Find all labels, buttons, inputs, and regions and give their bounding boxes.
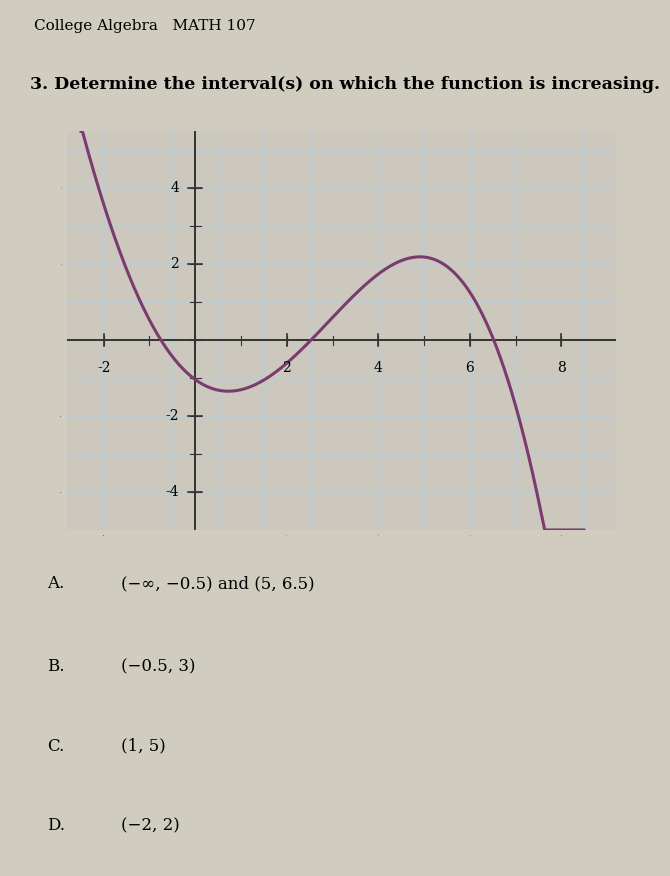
Text: 4: 4 — [374, 361, 383, 375]
Text: -2: -2 — [97, 361, 111, 375]
Text: C.: C. — [47, 738, 64, 754]
Text: D.: D. — [47, 817, 65, 834]
Text: B.: B. — [47, 658, 64, 675]
Text: A.: A. — [47, 575, 64, 592]
Text: 8: 8 — [557, 361, 566, 375]
Text: (−0.5, 3): (−0.5, 3) — [121, 658, 195, 675]
Text: 6: 6 — [466, 361, 474, 375]
Text: College Algebra   MATH 107: College Algebra MATH 107 — [34, 18, 255, 32]
Text: (−∞, −0.5) and (5, 6.5): (−∞, −0.5) and (5, 6.5) — [121, 575, 314, 592]
Text: -4: -4 — [165, 485, 179, 499]
Text: 3. Determine the interval(s) on which the function is increasing.: 3. Determine the interval(s) on which th… — [30, 76, 660, 93]
Text: 2: 2 — [170, 258, 179, 272]
Text: -2: -2 — [165, 409, 179, 423]
Text: (−2, 2): (−2, 2) — [121, 817, 180, 834]
Text: (1, 5): (1, 5) — [121, 738, 165, 754]
Text: 4: 4 — [170, 181, 179, 195]
Text: 2: 2 — [282, 361, 291, 375]
